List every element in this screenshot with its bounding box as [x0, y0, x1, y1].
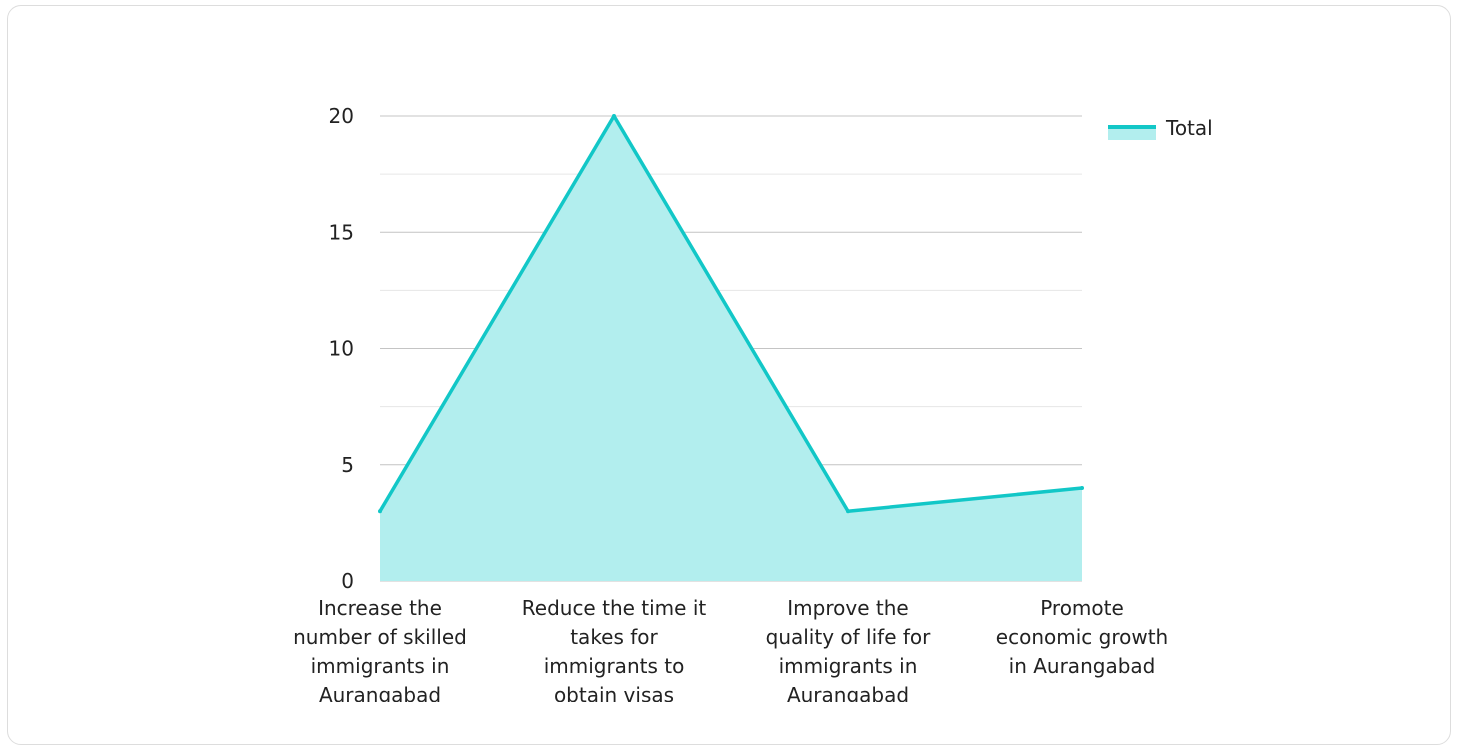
x-tick-label: Promote economic growth in Aurangabad [996, 596, 1168, 678]
data-point-1[interactable] [378, 509, 382, 514]
y-tick-label: 5 [341, 453, 354, 477]
y-axis: 0 5 10 15 20 [329, 104, 354, 593]
x-tick-label: Improve the quality of life for immigrants… [766, 596, 932, 702]
data-point-2[interactable] [612, 114, 616, 118]
area-chart: 0 5 10 15 20 Increase the number of skilled im… [293, 104, 1213, 702]
legend[interactable]: Total [1108, 116, 1213, 140]
y-tick-label: 20 [329, 104, 354, 128]
data-point-4[interactable] [1080, 486, 1084, 490]
x-tick-label: Increase the number of skilled immigrants … [293, 596, 467, 702]
x-axis: Increase the number of skilled immigrants … [293, 596, 1168, 702]
y-tick-label: 15 [329, 220, 354, 244]
y-tick-label: 0 [341, 569, 354, 593]
series-area-group [378, 114, 1084, 581]
y-tick-label: 10 [329, 337, 354, 361]
legend-swatch-fill [1108, 127, 1156, 140]
x-tick-label: Reduce the time it takes for immigrants to… [522, 596, 707, 702]
legend-label-total: Total [1165, 116, 1213, 140]
series-line-total [378, 114, 1083, 513]
series-area-total [380, 116, 1082, 581]
data-point-3[interactable] [846, 509, 850, 514]
